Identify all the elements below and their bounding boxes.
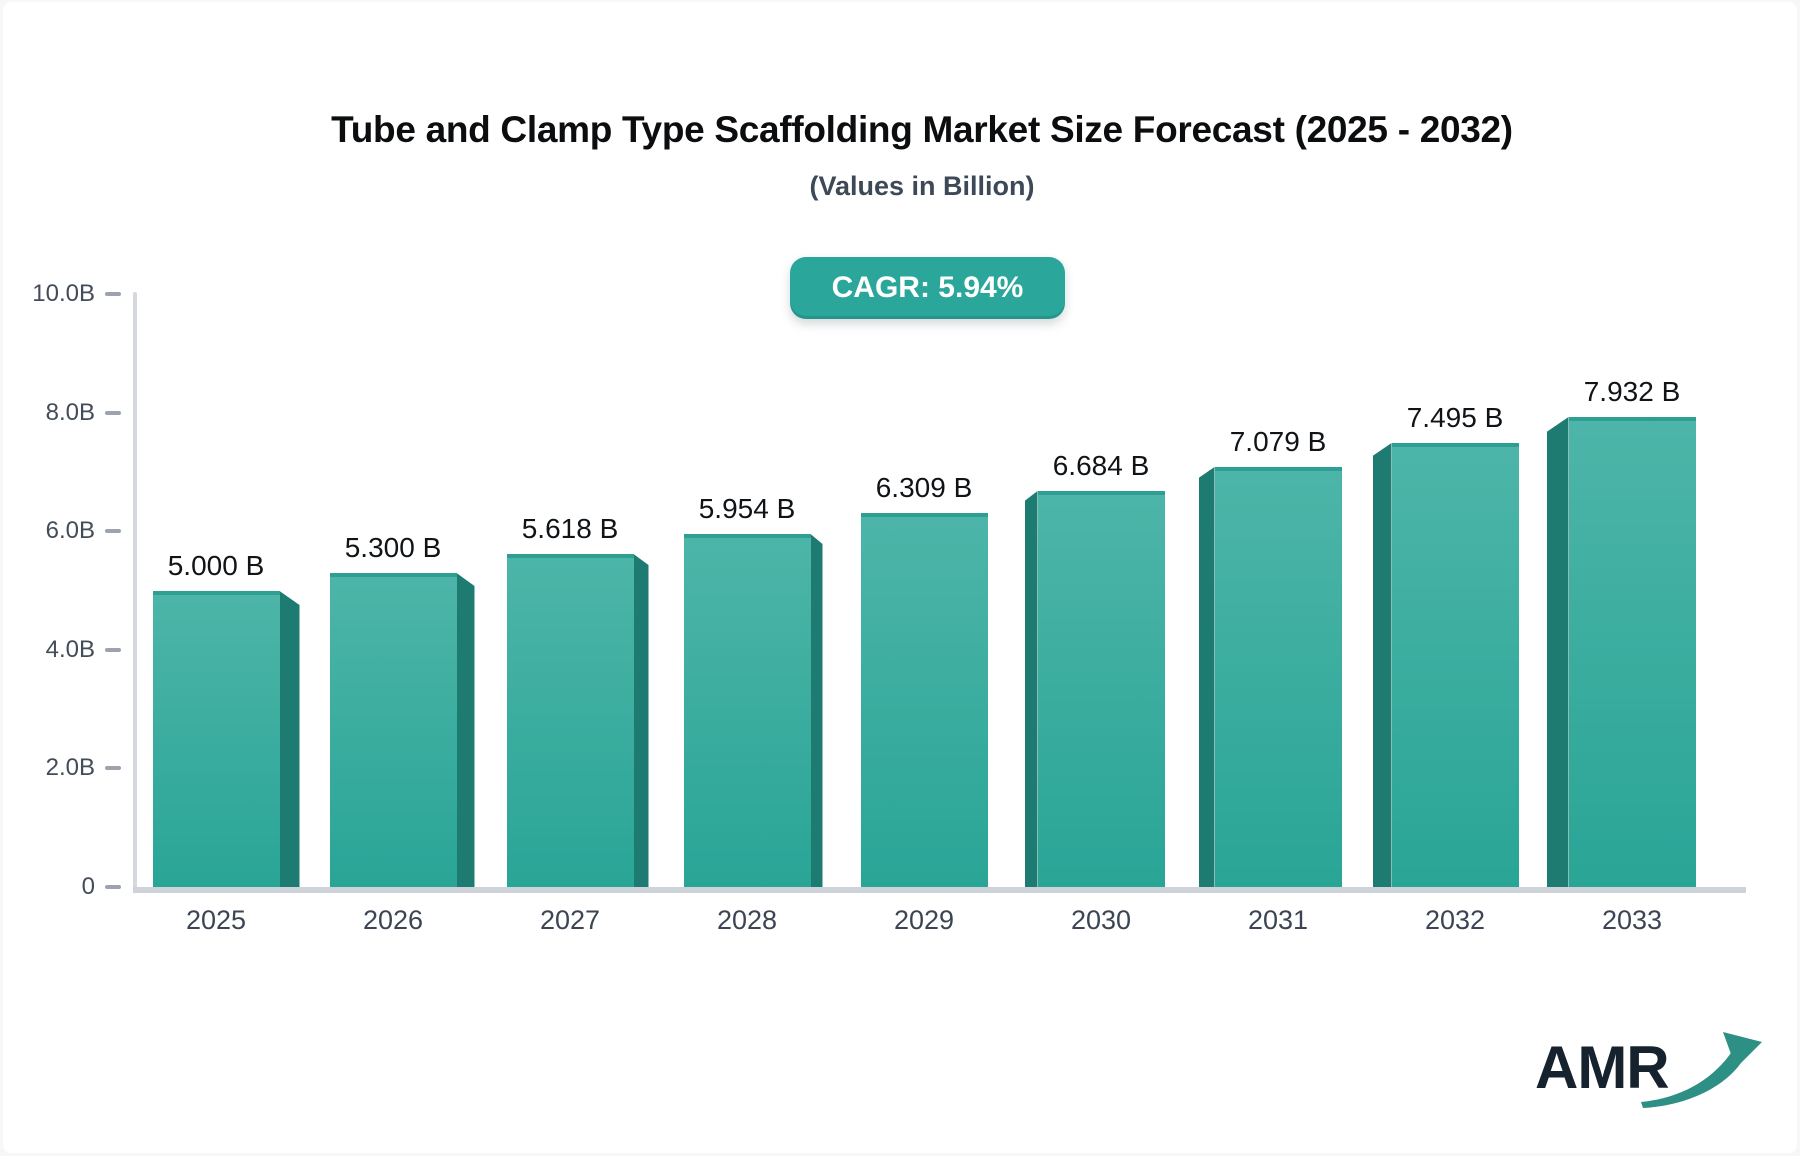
x-tick-label: 2025	[185, 905, 247, 935]
y-tick-dash	[105, 529, 121, 534]
cagr-badge-label: CAGR: 5.94%	[831, 271, 1024, 304]
bar-top-cap	[1214, 467, 1342, 471]
bar-side-face	[456, 573, 475, 887]
bar-face	[506, 554, 634, 887]
bar-face	[329, 573, 457, 887]
bar-side-face	[1546, 417, 1569, 887]
bar-side-face	[1198, 467, 1215, 887]
growth-arrow-icon	[1641, 1032, 1762, 1108]
bar-value-label: 5.618 B	[521, 513, 619, 544]
bar-face	[1037, 491, 1165, 887]
bar-value-label: 7.495 B	[1406, 402, 1504, 433]
x-tick-label: 2026	[362, 905, 424, 935]
bar-face	[860, 513, 988, 887]
amr-logo: AMR	[1535, 1032, 1762, 1112]
bar-face	[1214, 467, 1342, 887]
x-axis-line	[133, 887, 1746, 893]
x-tick-label: 2032	[1424, 905, 1486, 935]
y-tick-label: 4.0B	[45, 635, 95, 663]
y-tick-dash	[105, 766, 121, 771]
bar-face	[1568, 417, 1696, 887]
bar-face	[1391, 443, 1519, 887]
bar-top-cap	[860, 513, 988, 517]
y-tick-label: 2.0B	[45, 754, 95, 782]
x-tick-label: 2033	[1601, 905, 1663, 935]
bar-chart: 0 2.0B 4.0B 6.0B 8.0B 10.0B 5.000 B 2025 5.300 B…	[3, 2, 1797, 1153]
bar-side-face	[1372, 443, 1392, 887]
y-axis-line	[133, 292, 137, 893]
bar-side-face	[279, 591, 300, 887]
bar-top-cap	[329, 573, 457, 577]
bar-top-cap	[1391, 443, 1519, 447]
bar-top-cap	[506, 554, 634, 558]
y-tick-label: 0	[81, 873, 95, 900]
y-tick-dash	[105, 292, 121, 297]
bar-top-cap	[1037, 491, 1165, 495]
bar-side-face	[1024, 491, 1038, 887]
bar-side-face	[810, 534, 823, 887]
bar-value-label: 5.000 B	[167, 550, 265, 581]
x-tick-label: 2027	[539, 905, 601, 935]
bar-face	[152, 591, 280, 887]
bar-top-cap	[152, 591, 280, 595]
y-tick-dash	[105, 647, 121, 652]
amr-logo-text: AMR	[1535, 1034, 1670, 1101]
bar-side-face	[633, 554, 649, 887]
y-tick-dash	[105, 410, 121, 415]
bar-top-cap	[1568, 417, 1696, 421]
bar-value-label: 6.309 B	[875, 472, 973, 503]
y-tick-dash	[105, 885, 121, 889]
bar-value-label: 7.932 B	[1583, 376, 1681, 407]
x-tick-label: 2028	[716, 905, 778, 935]
chart-card: Tube and Clamp Type Scaffolding Market S…	[3, 2, 1797, 1153]
y-tick-label: 6.0B	[45, 517, 95, 545]
x-tick-label: 2029	[893, 905, 955, 935]
bar-value-label: 5.954 B	[698, 493, 796, 524]
bar-top-cap	[683, 534, 811, 538]
bar-face	[683, 534, 811, 887]
page-subtitle: (Values in Billion)	[809, 171, 1035, 201]
x-tick-label: 2030	[1070, 905, 1132, 935]
y-tick-label: 8.0B	[45, 398, 95, 426]
bar-value-label: 5.300 B	[344, 532, 442, 563]
bar-value-label: 6.684 B	[1052, 450, 1150, 481]
page-title: Tube and Clamp Type Scaffolding Market S…	[331, 109, 1513, 150]
y-tick-label: 10.0B	[32, 280, 95, 308]
bar-value-label: 7.079 B	[1229, 426, 1327, 457]
x-tick-label: 2031	[1247, 905, 1309, 935]
cagr-badge: CAGR: 5.94%	[790, 257, 1065, 319]
